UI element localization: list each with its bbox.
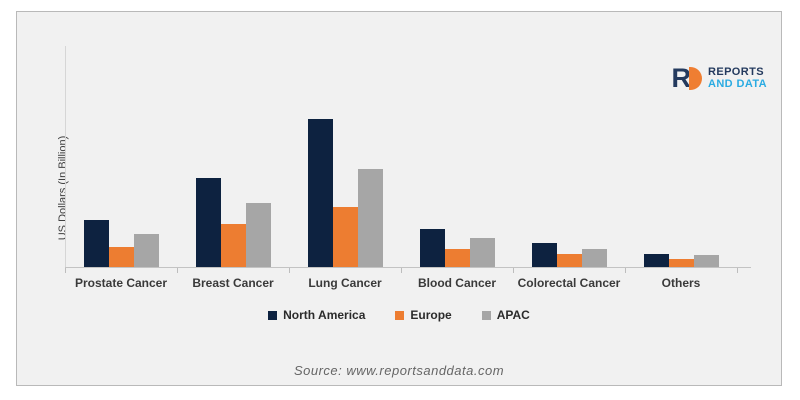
- bar-apac: [133, 234, 159, 267]
- bar-europe: [220, 224, 246, 267]
- legend: North America Europe APAC: [17, 308, 781, 322]
- x-axis-tick: [513, 268, 514, 273]
- x-axis-category-label: Colorectal Cancer: [517, 276, 621, 290]
- legend-label: APAC: [496, 308, 530, 322]
- x-axis-line: [65, 267, 751, 268]
- logo-letter-r: R: [671, 63, 690, 93]
- bar-europe: [444, 249, 470, 267]
- bar-north-america: [83, 220, 109, 267]
- legend-item-apac: APAC: [481, 308, 530, 322]
- x-axis-tick: [625, 268, 626, 273]
- bar-apac: [357, 169, 383, 267]
- bar-apac: [245, 203, 271, 267]
- bar-north-america: [419, 229, 445, 267]
- reports-and-data-logo: R REPORTS AND DATA: [671, 63, 767, 93]
- bar-north-america: [307, 119, 333, 267]
- x-axis-tick: [177, 268, 178, 273]
- logo-orange-d-icon: [688, 66, 702, 90]
- logo-rd-icon: R: [671, 63, 702, 93]
- x-axis-category-label: Lung Cancer: [308, 276, 382, 290]
- bar-north-america: [195, 178, 221, 267]
- x-axis-category-label: Prostate Cancer: [74, 276, 168, 290]
- chart-panel: R REPORTS AND DATA US Dollars (In Billio…: [16, 11, 782, 386]
- bar-apac: [581, 249, 607, 267]
- x-axis-tick: [401, 268, 402, 273]
- bar-apac: [693, 255, 719, 267]
- legend-swatch-icon: [268, 310, 278, 320]
- logo-line2: AND DATA: [707, 78, 767, 90]
- x-axis-category-label: Breast Cancer: [192, 276, 274, 290]
- legend-swatch-icon: [395, 310, 405, 320]
- logo-text: REPORTS AND DATA: [708, 66, 767, 90]
- x-axis-category-label: Blood Cancer: [417, 276, 496, 290]
- legend-item-north-america: North America: [268, 308, 365, 322]
- bar-apac: [469, 238, 495, 267]
- x-axis-tick: [289, 268, 290, 273]
- x-axis-category-label: Others: [661, 276, 701, 290]
- logo-line1: REPORTS: [707, 66, 764, 78]
- bar-europe: [332, 207, 358, 267]
- bar-europe: [556, 254, 582, 267]
- plot-area: Prostate Cancer Breast Cancer Lung Cancer B…: [65, 46, 751, 290]
- bar-europe: [668, 259, 694, 267]
- bar-north-america: [643, 254, 669, 267]
- bar-europe: [108, 247, 134, 267]
- x-axis-tick: [65, 268, 66, 273]
- source-text: Source: www.reportsanddata.com: [293, 363, 505, 378]
- legend-label: Europe: [410, 308, 452, 322]
- legend-label: North America: [283, 308, 366, 322]
- x-axis-tick: [737, 268, 738, 273]
- legend-item-europe: Europe: [395, 308, 452, 322]
- legend-swatch-icon: [481, 310, 491, 320]
- bar-north-america: [531, 243, 557, 267]
- y-axis-line: [65, 46, 66, 267]
